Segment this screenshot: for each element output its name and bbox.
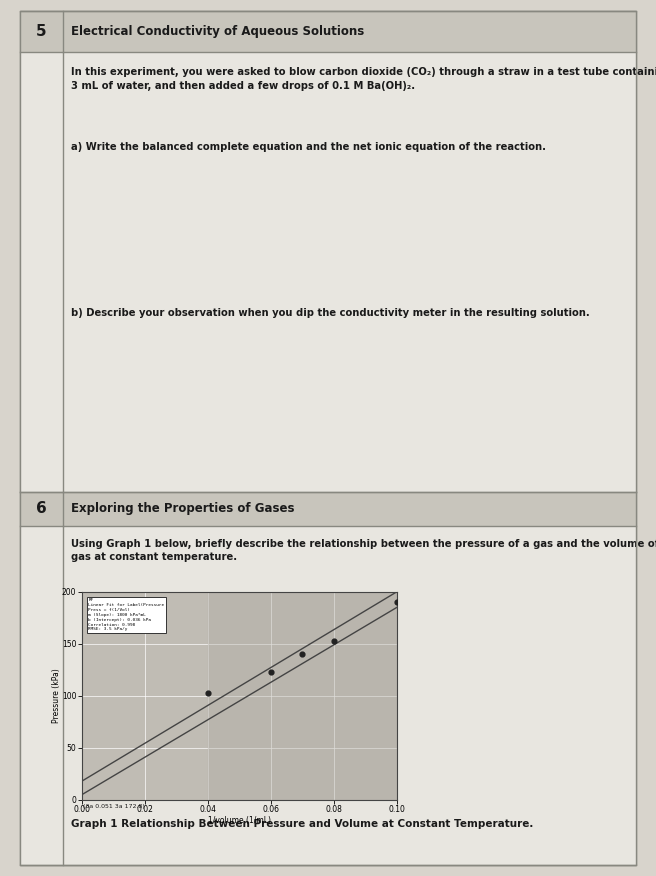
Point (329, 633, 339, 647)
Text: Exploring the Properties of Gases: Exploring the Properties of Gases (71, 503, 295, 515)
Bar (20, 491, 636, 526)
Point (297, 647, 308, 661)
Point (392, 595, 402, 609)
Bar (208, 592, 397, 800)
Text: RF
Linear Fit for Label(Pressure
Press = f(1/Vol)
m (Slope): 1800 kPa*mL
b (Inte: RF Linear Fit for Label(Pressure Press =… (89, 598, 165, 632)
Bar (20, 52, 636, 491)
Text: 5: 5 (36, 24, 47, 39)
Point (266, 665, 276, 679)
Text: b) Describe your observation when you dip the conductivity meter in the resultin: b) Describe your observation when you di… (71, 307, 590, 318)
Text: Graph 1 Relationship Between Pressure and Volume at Constant Temperature.: Graph 1 Relationship Between Pressure an… (71, 819, 533, 829)
Point (203, 686, 213, 700)
Bar (20, 11, 636, 52)
Text: In this experiment, you were asked to blow carbon dioxide (CO₂) through a straw : In this experiment, you were asked to bl… (71, 67, 656, 90)
Text: a) Write the balanced complete equation and the net ionic equation of the reacti: a) Write the balanced complete equation … (71, 142, 546, 152)
Text: (3a 0.051 3a 172.8): (3a 0.051 3a 172.8) (83, 804, 145, 809)
Bar (20, 526, 636, 865)
X-axis label: 1/volume (1/mL): 1/volume (1/mL) (208, 816, 271, 824)
Y-axis label: Pressure (kPa): Pressure (kPa) (52, 668, 60, 724)
Text: Electrical Conductivity of Aqueous Solutions: Electrical Conductivity of Aqueous Solut… (71, 25, 364, 38)
Text: Using Graph 1 below, briefly describe the relationship between the pressure of a: Using Graph 1 below, briefly describe th… (71, 540, 656, 562)
Text: 6: 6 (36, 501, 47, 517)
